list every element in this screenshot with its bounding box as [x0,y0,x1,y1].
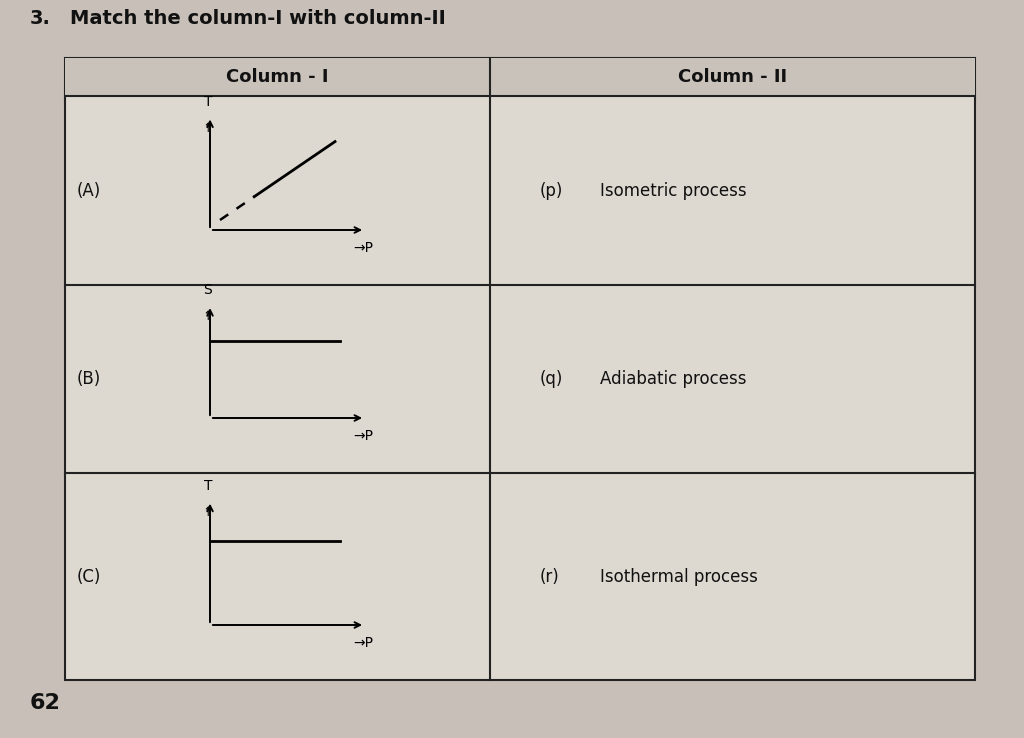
Text: ↑: ↑ [203,506,213,519]
Text: (q): (q) [540,370,563,388]
Text: ↑: ↑ [203,122,213,134]
Text: 62: 62 [30,693,60,713]
Text: (C): (C) [77,568,101,585]
Text: S: S [204,283,212,297]
Text: →P: →P [353,241,373,255]
Text: (A): (A) [77,182,101,199]
Text: Column - I: Column - I [226,68,329,86]
Text: ↑: ↑ [203,310,213,323]
Text: T: T [204,94,212,108]
Text: →P: →P [353,429,373,443]
Text: 3.: 3. [30,9,51,27]
Text: (r): (r) [540,568,560,585]
Text: (B): (B) [77,370,101,388]
Bar [65,58,975,680]
Text: Isometric process: Isometric process [600,182,746,199]
Bar [65,58,975,96]
Text: Isothermal process: Isothermal process [600,568,758,585]
Text: (p): (p) [540,182,563,199]
Text: T: T [204,479,212,493]
Text: Adiabatic process: Adiabatic process [600,370,746,388]
Text: Column - II: Column - II [678,68,787,86]
Text: →P: →P [353,636,373,650]
Text: Match the column-I with column-II: Match the column-I with column-II [70,9,445,27]
